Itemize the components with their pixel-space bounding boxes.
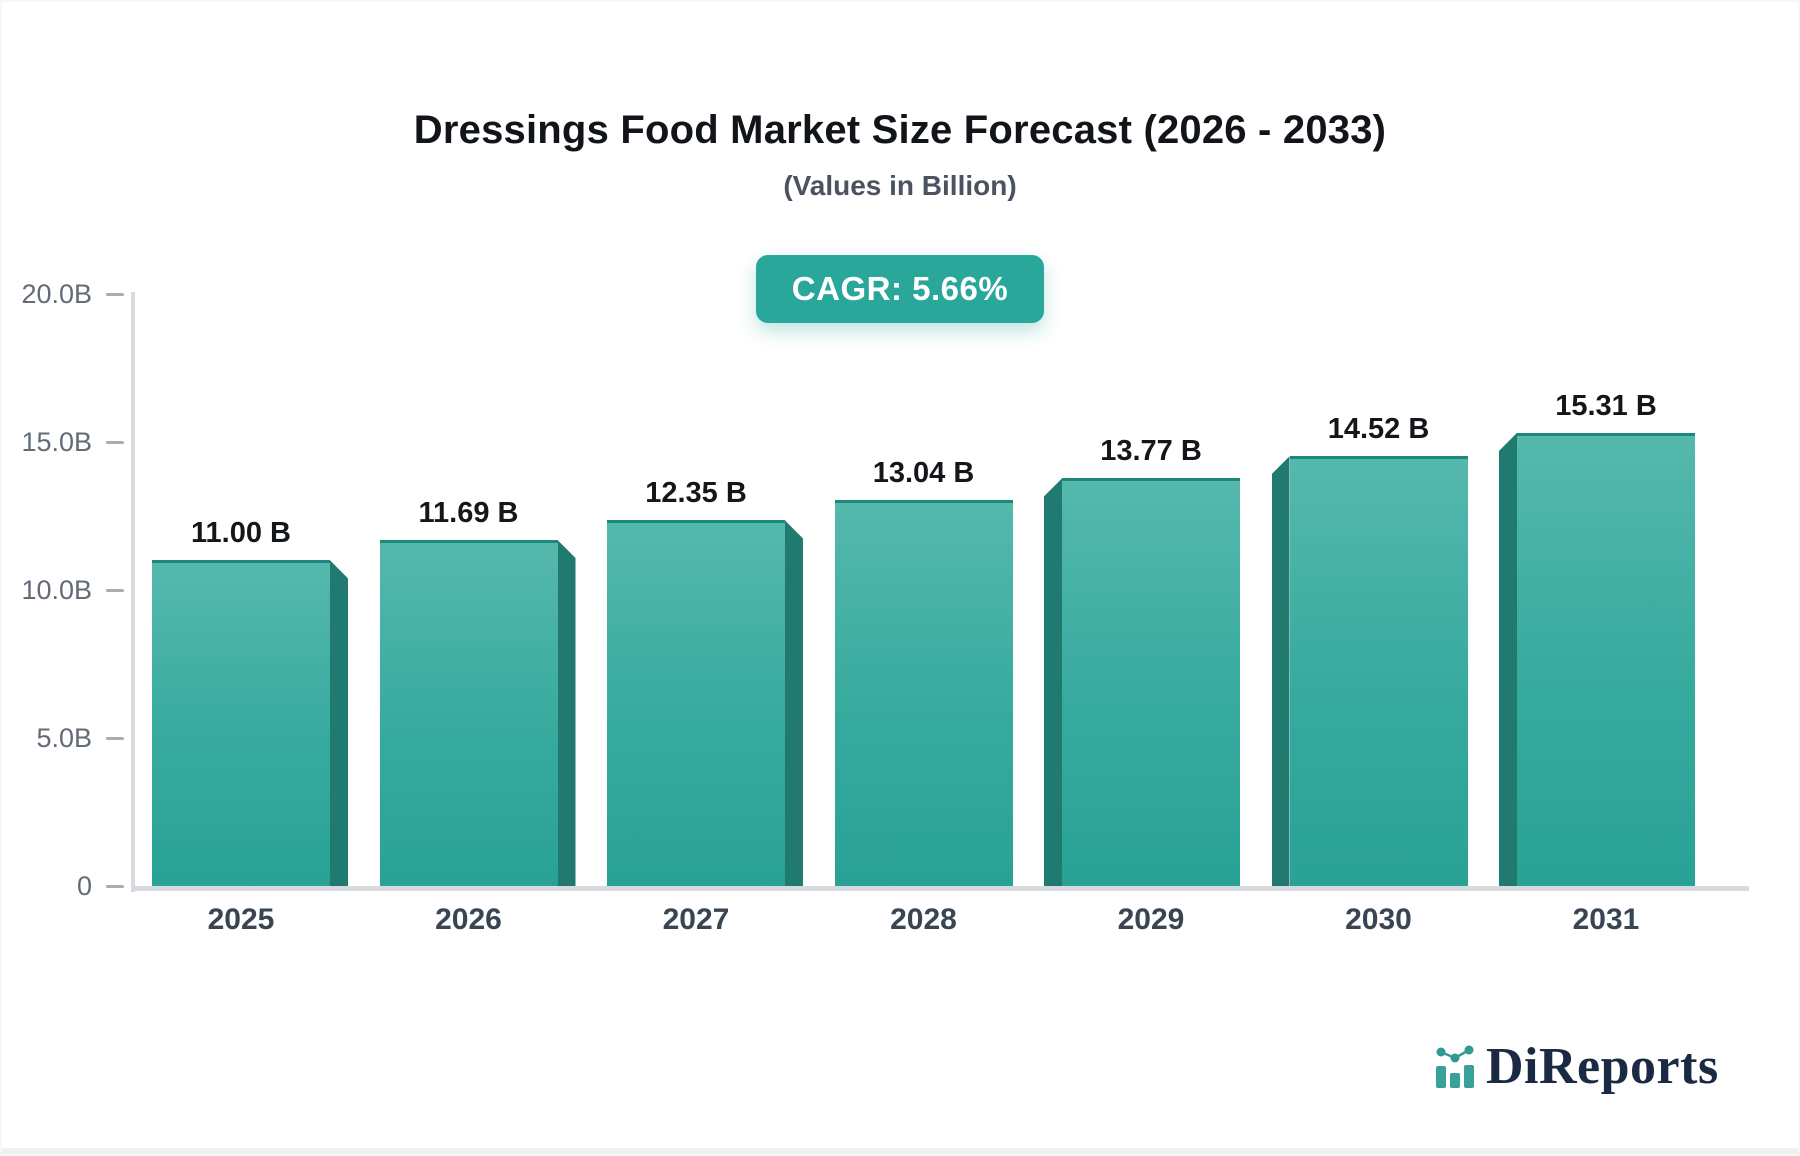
y-axis-tick-label: 15.0B	[21, 427, 92, 457]
y-axis-tick-mark	[106, 292, 124, 296]
bar-value-label: 11.00 B	[191, 517, 291, 550]
chart-title: Dressings Food Market Size Forecast (202…	[413, 108, 1387, 152]
y-axis-line	[131, 292, 135, 892]
bar-value-label: 12.35 B	[645, 477, 747, 510]
bar-value-label: 13.77 B	[1100, 435, 1202, 468]
bar	[379, 539, 558, 886]
bar-value-label: 14.52 B	[1327, 413, 1430, 446]
bar-side-shade	[557, 539, 576, 886]
x-axis-label: 2025	[207, 903, 275, 936]
x-axis-label: 2028	[890, 903, 957, 936]
bar	[152, 560, 330, 886]
bar	[1062, 478, 1240, 886]
bar-side-shade	[785, 520, 803, 886]
x-axis-label: 2031	[1572, 903, 1640, 936]
bar	[1289, 456, 1468, 886]
bar	[607, 520, 785, 886]
bar-side-shade	[1499, 432, 1517, 886]
y-axis-tick-label: 10.0B	[21, 575, 92, 605]
bar	[1517, 432, 1695, 886]
bar-chart-logo-icon	[1436, 1045, 1474, 1088]
bar	[834, 500, 1013, 886]
brand-logo: DiReports	[1432, 1038, 1719, 1096]
y-axis-tick-label: 5.0B	[36, 723, 92, 753]
y-axis-tick-mark	[106, 588, 124, 592]
bar-side-shade	[1271, 456, 1290, 886]
x-axis-label: 2027	[662, 903, 730, 936]
y-axis-tick-mark	[106, 884, 124, 888]
bottom-edge-strip	[2, 1148, 1798, 1154]
bar-value-label: 15.31 B	[1555, 389, 1657, 422]
chart-subtitle: (Values in Billion)	[783, 170, 1017, 201]
y-axis-tick-mark	[106, 736, 124, 740]
bar-side-shade	[1044, 478, 1062, 886]
y-axis-tick-label: 20.0B	[21, 279, 92, 309]
y-axis-tick-label: 0	[76, 871, 92, 901]
cagr-badge: CAGR: 5.66%	[755, 255, 1045, 323]
brand-name: DiReports	[1486, 1038, 1719, 1095]
bar-side-shade	[330, 560, 348, 886]
x-axis-line	[131, 886, 1749, 891]
bar-value-label: 13.04 B	[872, 457, 975, 490]
cagr-badge-wrap: CAGR: 5.66%	[2, 255, 1798, 323]
x-axis-label: 2030	[1345, 903, 1412, 936]
bar-value-label: 11.69 B	[418, 496, 519, 529]
y-axis-tick-mark	[106, 440, 124, 444]
x-axis-label: 2026	[435, 903, 502, 936]
x-axis-label: 2029	[1117, 903, 1185, 936]
